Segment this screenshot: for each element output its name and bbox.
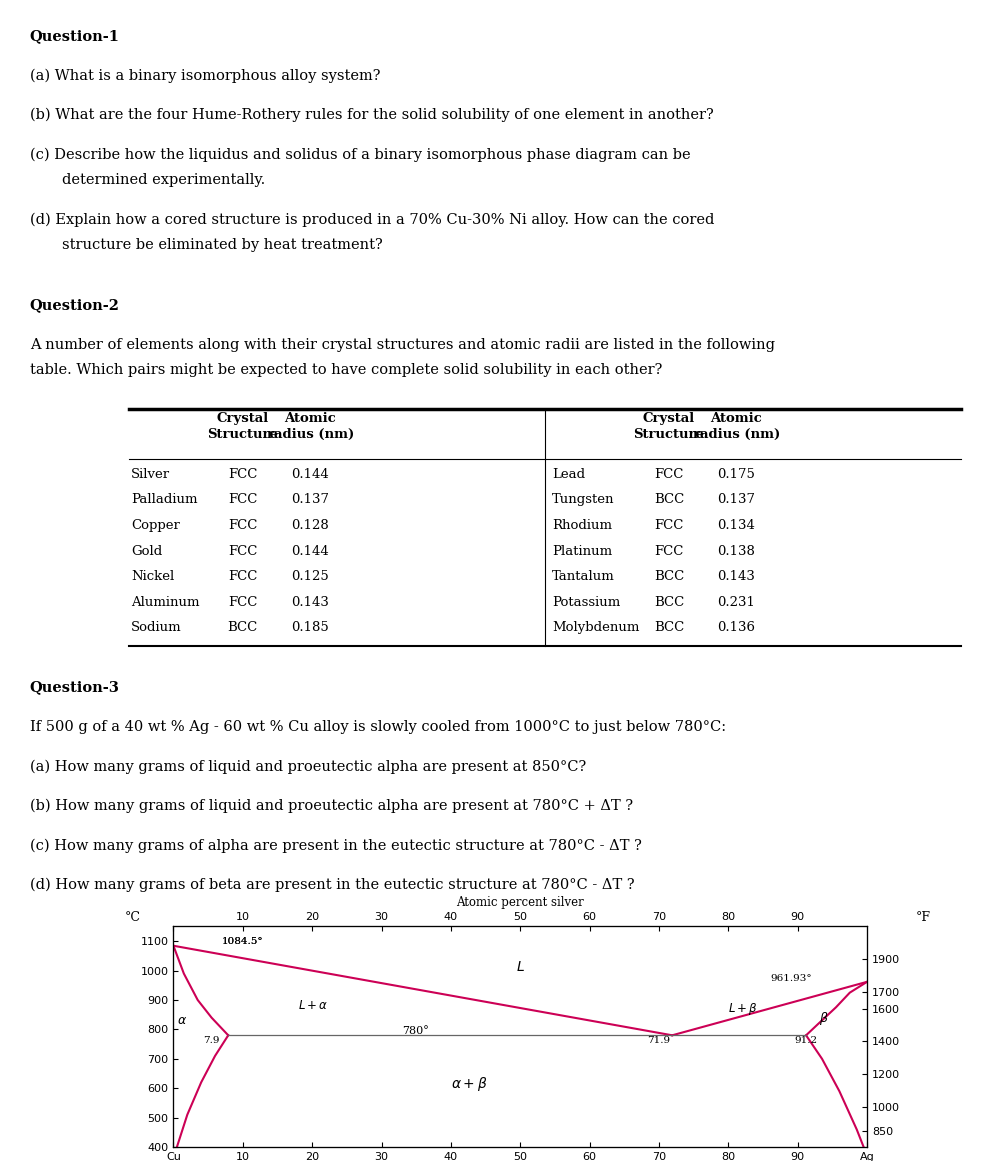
Text: Question-3: Question-3 (30, 680, 120, 694)
Text: Crystal
Structure: Crystal Structure (633, 412, 705, 441)
Text: 780°: 780° (402, 1026, 429, 1036)
Text: (c) How many grams of alpha are present in the eutectic structure at 780°C - ΔT : (c) How many grams of alpha are present … (30, 838, 641, 852)
Text: 0.137: 0.137 (291, 493, 329, 506)
Text: Molybdenum: Molybdenum (552, 621, 639, 634)
Text: FCC: FCC (228, 570, 258, 583)
Text: $L+\alpha$: $L+\alpha$ (298, 998, 329, 1012)
Text: 0.144: 0.144 (291, 468, 329, 481)
Text: FCC: FCC (228, 468, 258, 481)
Text: Silver: Silver (131, 468, 169, 481)
Text: BCC: BCC (654, 621, 684, 634)
Text: $\alpha+\beta$: $\alpha+\beta$ (451, 1075, 488, 1094)
Text: 0.137: 0.137 (717, 493, 755, 506)
Text: Lead: Lead (552, 468, 585, 481)
Text: FCC: FCC (654, 468, 684, 481)
Text: 0.143: 0.143 (291, 596, 329, 608)
Text: FCC: FCC (654, 519, 684, 532)
Text: structure be eliminated by heat treatment?: structure be eliminated by heat treatmen… (62, 238, 384, 252)
Text: 71.9: 71.9 (647, 1036, 671, 1045)
Text: BCC: BCC (654, 596, 684, 608)
Text: Nickel: Nickel (131, 570, 174, 583)
Text: If 500 g of a 40 wt % Ag - 60 wt % Cu alloy is slowly cooled from 1000°C to just: If 500 g of a 40 wt % Ag - 60 wt % Cu al… (30, 720, 725, 734)
Text: °F: °F (916, 911, 931, 924)
X-axis label: Atomic percent silver: Atomic percent silver (457, 896, 584, 909)
Text: Tantalum: Tantalum (552, 570, 614, 583)
Text: 0.128: 0.128 (291, 519, 329, 532)
Text: 0.175: 0.175 (717, 468, 755, 481)
Text: (a) How many grams of liquid and proeutectic alpha are present at 850°C?: (a) How many grams of liquid and proeute… (30, 759, 586, 773)
Text: (b) What are the four Hume-Rothery rules for the solid solubility of one element: (b) What are the four Hume-Rothery rules… (30, 108, 714, 122)
Text: Question-1: Question-1 (30, 29, 120, 43)
Text: Sodium: Sodium (131, 621, 181, 634)
Text: 0.134: 0.134 (717, 519, 755, 532)
Text: $L$: $L$ (516, 960, 524, 974)
Text: (a) What is a binary isomorphous alloy system?: (a) What is a binary isomorphous alloy s… (30, 68, 381, 82)
Text: BCC: BCC (654, 493, 684, 506)
Text: 0.143: 0.143 (717, 570, 755, 583)
Text: Crystal
Structure: Crystal Structure (207, 412, 278, 441)
Text: $\alpha$: $\alpha$ (176, 1014, 187, 1026)
Text: 1084.5°: 1084.5° (222, 937, 264, 946)
Text: 961.93°: 961.93° (770, 974, 812, 982)
Text: FCC: FCC (228, 519, 258, 532)
Text: $\beta$: $\beta$ (819, 1010, 828, 1027)
Text: Atomic
radius (nm): Atomic radius (nm) (267, 412, 354, 441)
Text: (b) How many grams of liquid and proeutectic alpha are present at 780°C + ΔT ?: (b) How many grams of liquid and proeute… (30, 799, 633, 813)
Text: A number of elements along with their crystal structures and atomic radii are li: A number of elements along with their cr… (30, 338, 775, 352)
Text: Atomic
radius (nm): Atomic radius (nm) (693, 412, 780, 441)
Text: 0.136: 0.136 (717, 621, 755, 634)
Text: BCC: BCC (228, 621, 258, 634)
Text: Gold: Gold (131, 545, 163, 557)
Text: (d) How many grams of beta are present in the eutectic structure at 780°C - ΔT ?: (d) How many grams of beta are present i… (30, 878, 634, 892)
Text: determined experimentally.: determined experimentally. (62, 173, 266, 187)
Text: (c) Describe how the liquidus and solidus of a binary isomorphous phase diagram : (c) Describe how the liquidus and solidu… (30, 147, 691, 161)
Text: FCC: FCC (228, 596, 258, 608)
Text: 7.9: 7.9 (203, 1036, 220, 1045)
Text: FCC: FCC (228, 493, 258, 506)
Text: BCC: BCC (654, 570, 684, 583)
Text: Palladium: Palladium (131, 493, 197, 506)
Text: 0.138: 0.138 (717, 545, 755, 557)
Text: Tungsten: Tungsten (552, 493, 614, 506)
Text: Question-2: Question-2 (30, 298, 120, 312)
Text: Potassium: Potassium (552, 596, 620, 608)
Text: °C: °C (125, 911, 141, 924)
Text: FCC: FCC (228, 545, 258, 557)
Text: table. Which pairs might be expected to have complete solid solubility in each o: table. Which pairs might be expected to … (30, 363, 662, 377)
Text: 91.2: 91.2 (795, 1036, 818, 1045)
Text: Aluminum: Aluminum (131, 596, 199, 608)
Text: (d) Explain how a cored structure is produced in a 70% Cu-30% Ni alloy. How can : (d) Explain how a cored structure is pro… (30, 212, 715, 226)
Text: $L+\beta$: $L+\beta$ (728, 1001, 758, 1017)
Text: 0.185: 0.185 (291, 621, 329, 634)
Text: 1084.5°: 1084.5° (222, 937, 264, 946)
Text: Copper: Copper (131, 519, 179, 532)
Text: Platinum: Platinum (552, 545, 612, 557)
Text: 0.231: 0.231 (717, 596, 755, 608)
Text: 0.125: 0.125 (291, 570, 329, 583)
Text: Rhodium: Rhodium (552, 519, 612, 532)
Text: 0.144: 0.144 (291, 545, 329, 557)
Text: FCC: FCC (654, 545, 684, 557)
